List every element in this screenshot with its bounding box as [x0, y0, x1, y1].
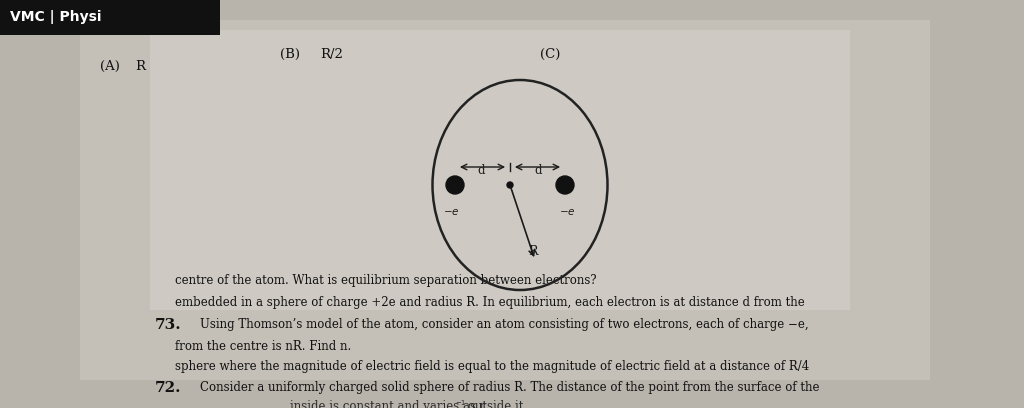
Text: $-e$: $-e$	[559, 207, 575, 217]
Text: (A): (A)	[100, 60, 120, 73]
Circle shape	[507, 182, 513, 188]
Circle shape	[556, 176, 574, 194]
Text: from the centre is nR. Find n.: from the centre is nR. Find n.	[175, 340, 351, 353]
Text: R: R	[135, 60, 145, 73]
Text: $^{-1}$: $^{-1}$	[455, 400, 467, 408]
Text: $-e$: $-e$	[443, 207, 460, 217]
Text: R/2: R/2	[319, 48, 343, 61]
Text: sphere where the magnitude of electric field is equal to the magnitude of electr: sphere where the magnitude of electric f…	[175, 360, 809, 373]
Text: (B): (B)	[280, 48, 300, 61]
FancyBboxPatch shape	[150, 30, 850, 310]
Text: VMC | Physi: VMC | Physi	[10, 10, 101, 24]
FancyBboxPatch shape	[80, 20, 930, 380]
Text: 73.: 73.	[155, 318, 181, 332]
Text: Using Thomson’s model of the atom, consider an atom consisting of two electrons,: Using Thomson’s model of the atom, consi…	[200, 318, 809, 331]
Text: outside it: outside it	[464, 400, 523, 408]
Text: Consider a uniformly charged solid sphere of radius R. The distance of the point: Consider a uniformly charged solid spher…	[200, 381, 819, 394]
FancyBboxPatch shape	[0, 0, 220, 35]
Text: centre of the atom. What is equilibrium separation between electrons?: centre of the atom. What is equilibrium …	[175, 274, 597, 287]
Text: d: d	[535, 164, 542, 177]
Text: R: R	[528, 245, 538, 258]
Text: (C): (C)	[540, 48, 560, 61]
Text: d: d	[477, 164, 485, 177]
Text: 72.: 72.	[155, 381, 181, 395]
Text: embedded in a sphere of charge +2e and radius R. In equilibrium, each electron i: embedded in a sphere of charge +2e and r…	[175, 296, 805, 309]
Circle shape	[446, 176, 464, 194]
Text: inside is constant and varies as r: inside is constant and varies as r	[290, 400, 485, 408]
